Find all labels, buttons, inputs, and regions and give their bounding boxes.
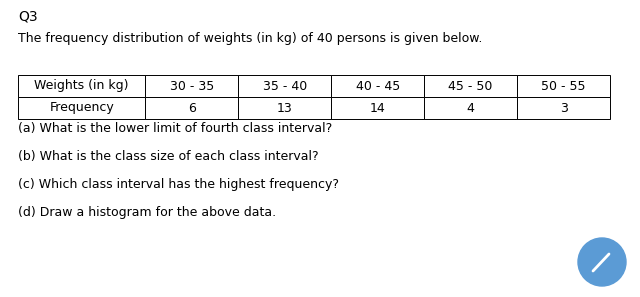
Text: Frequency: Frequency [49, 102, 114, 115]
Bar [238, 75, 331, 97]
Text: Q3: Q3 [18, 10, 38, 24]
Bar [424, 75, 517, 97]
Text: 4: 4 [467, 102, 474, 115]
Text: 30 - 35: 30 - 35 [170, 80, 214, 92]
Bar [145, 75, 238, 97]
Bar [424, 97, 517, 119]
Text: 50 - 55: 50 - 55 [541, 80, 586, 92]
Bar [331, 97, 424, 119]
Text: 6: 6 [188, 102, 196, 115]
Text: The frequency distribution of weights (in kg) of 40 persons is given below.: The frequency distribution of weights (i… [18, 32, 483, 45]
Bar [517, 75, 610, 97]
Text: 13: 13 [277, 102, 292, 115]
Bar [145, 97, 238, 119]
Bar [331, 75, 424, 97]
Ellipse shape [578, 238, 626, 286]
Bar [238, 97, 331, 119]
Text: 45 - 50: 45 - 50 [449, 80, 493, 92]
Text: (c) Which class interval has the highest frequency?: (c) Which class interval has the highest… [18, 178, 339, 191]
Text: 14: 14 [370, 102, 385, 115]
Text: 3: 3 [559, 102, 568, 115]
Bar [18, 97, 145, 119]
Text: (d) Draw a histogram for the above data.: (d) Draw a histogram for the above data. [18, 206, 276, 219]
Bar [18, 75, 145, 97]
Text: 40 - 45: 40 - 45 [355, 80, 400, 92]
Text: 35 - 40: 35 - 40 [262, 80, 307, 92]
Bar [517, 97, 610, 119]
Text: Weights (in kg): Weights (in kg) [35, 80, 129, 92]
Text: (b) What is the class size of each class interval?: (b) What is the class size of each class… [18, 150, 319, 163]
Text: (a) What is the lower limit of fourth class interval?: (a) What is the lower limit of fourth cl… [18, 122, 332, 135]
